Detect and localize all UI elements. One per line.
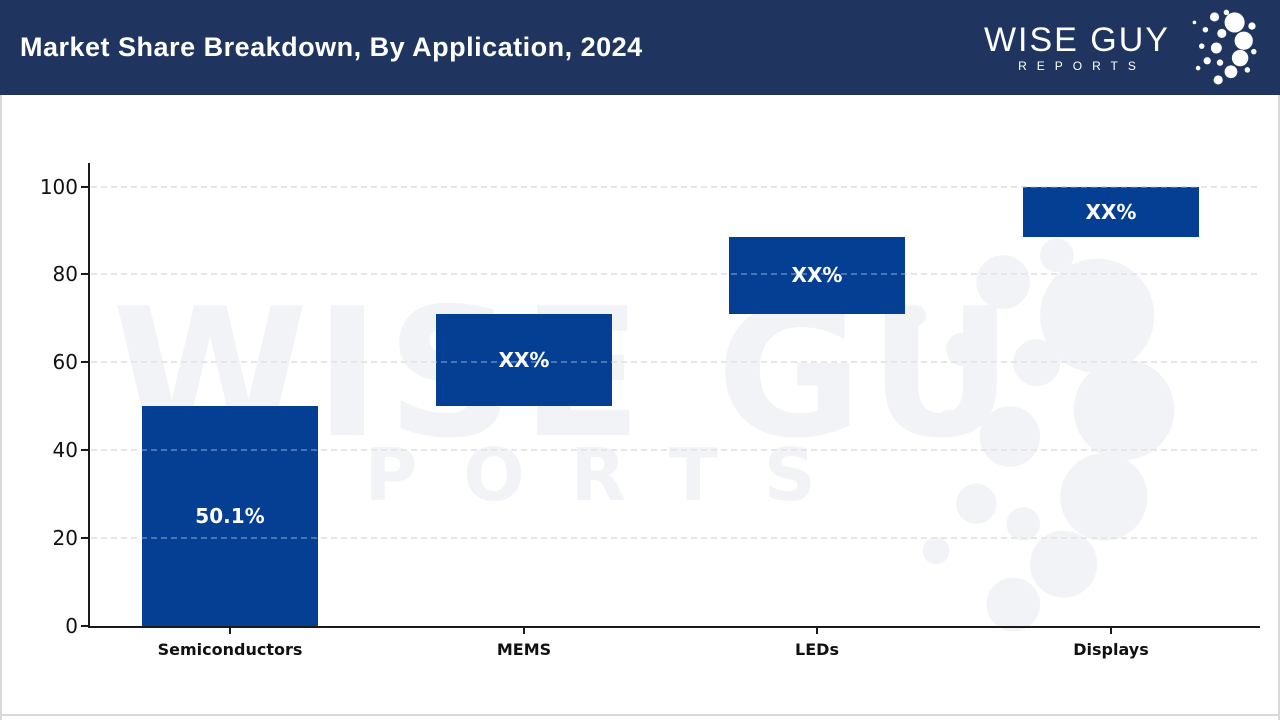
ytick-label-0: 0	[65, 614, 78, 638]
gridline-overlay-60	[91, 361, 1260, 364]
bar-value-label: 50.1%	[195, 503, 265, 528]
xtick-mark-mems	[523, 627, 525, 634]
ytick-mark-0	[81, 625, 89, 627]
watermark-face-dots-icon	[860, 238, 1175, 632]
logo-face-dots-icon	[1192, 9, 1257, 85]
gridline-overlay-80	[91, 273, 1260, 276]
page-title: Market Share Breakdown, By Application, …	[20, 32, 643, 62]
ytick-mark-20	[81, 537, 89, 540]
wiseguy-logo: WISE GUY REPORTS	[984, 6, 1266, 90]
ytick-label-80: 80	[52, 262, 78, 287]
gridline-overlay-40	[91, 449, 1260, 452]
ytick-mark-40	[81, 449, 89, 452]
gridline-overlay-100	[91, 185, 1260, 188]
xtick-label-leds: LEDs	[795, 640, 839, 659]
ytick-label-60: 60	[52, 350, 78, 375]
ytick-label-20: 20	[52, 526, 78, 551]
gridline-overlay-20	[91, 537, 1260, 540]
xtick-mark-semiconductors	[229, 627, 231, 634]
gridline-80	[91, 273, 1260, 276]
bar-leds	[729, 236, 905, 314]
gridline-100	[91, 185, 1260, 188]
xtick-mark-displays	[1110, 627, 1112, 634]
page-bottom-border	[0, 714, 1280, 716]
xtick-label-displays: Displays	[1073, 640, 1149, 659]
bar-semiconductors	[142, 405, 318, 626]
logo-reports-text: REPORTS	[1018, 59, 1146, 73]
logo-wiseguy-text: WISE GUY	[983, 21, 1170, 59]
bar-value-label: XX%	[791, 263, 843, 288]
ytick-label-100: 100	[39, 174, 78, 199]
x-axis-spine	[88, 626, 1260, 628]
header-bar: Market Share Breakdown, By Application, …	[0, 0, 1280, 95]
xtick-mark-leds	[816, 627, 818, 634]
gridline-60	[91, 361, 1260, 364]
page-left-border	[0, 95, 2, 720]
page-right-border	[1278, 95, 1280, 720]
ytick-mark-80	[81, 273, 89, 276]
bar-mems	[436, 313, 612, 406]
y-axis-spine	[88, 163, 90, 628]
gridline-20	[91, 537, 1260, 540]
ytick-mark-60	[81, 361, 89, 364]
bar-value-label: XX%	[498, 347, 550, 372]
bar-value-label: XX%	[1085, 199, 1137, 224]
gridline-40	[91, 449, 1260, 452]
xtick-label-semiconductors: Semiconductors	[157, 640, 303, 659]
ytick-mark-100	[81, 185, 89, 188]
ytick-label-40: 40	[52, 438, 78, 463]
xtick-label-mems: MEMS	[496, 640, 552, 659]
bar-displays	[1023, 186, 1199, 237]
